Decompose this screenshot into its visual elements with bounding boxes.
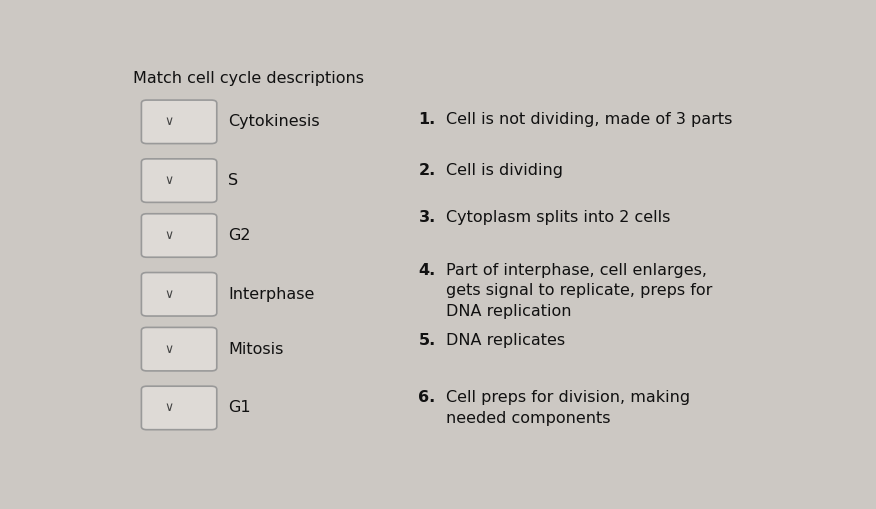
FancyBboxPatch shape	[141, 214, 216, 257]
Text: Interphase: Interphase	[229, 287, 314, 302]
Text: 5.: 5.	[419, 333, 435, 349]
Text: DNA replicates: DNA replicates	[446, 333, 565, 349]
Text: 6.: 6.	[419, 390, 435, 405]
Text: ∨: ∨	[165, 343, 174, 356]
Text: ∨: ∨	[165, 174, 174, 187]
Text: Cell preps for division, making
needed components: Cell preps for division, making needed c…	[446, 390, 689, 426]
Text: Mitosis: Mitosis	[229, 342, 284, 357]
Text: 3.: 3.	[419, 210, 435, 225]
FancyBboxPatch shape	[141, 327, 216, 371]
FancyBboxPatch shape	[141, 159, 216, 203]
FancyBboxPatch shape	[141, 272, 216, 316]
Text: 2.: 2.	[419, 163, 435, 178]
Text: 1.: 1.	[419, 112, 435, 127]
Text: Cytokinesis: Cytokinesis	[229, 115, 320, 129]
Text: ∨: ∨	[165, 116, 174, 128]
Text: Part of interphase, cell enlarges,
gets signal to replicate, preps for
DNA repli: Part of interphase, cell enlarges, gets …	[446, 263, 712, 319]
Text: Cytoplasm splits into 2 cells: Cytoplasm splits into 2 cells	[446, 210, 670, 225]
Text: G1: G1	[229, 401, 251, 415]
Text: S: S	[229, 173, 238, 188]
Text: ∨: ∨	[165, 402, 174, 414]
FancyBboxPatch shape	[141, 100, 216, 144]
Text: 4.: 4.	[419, 263, 435, 278]
Text: ∨: ∨	[165, 229, 174, 242]
Text: Match cell cycle descriptions: Match cell cycle descriptions	[133, 71, 364, 86]
Text: G2: G2	[229, 228, 251, 243]
Text: Cell is not dividing, made of 3 parts: Cell is not dividing, made of 3 parts	[446, 112, 732, 127]
Text: Cell is dividing: Cell is dividing	[446, 163, 562, 178]
FancyBboxPatch shape	[141, 386, 216, 430]
Text: ∨: ∨	[165, 288, 174, 301]
